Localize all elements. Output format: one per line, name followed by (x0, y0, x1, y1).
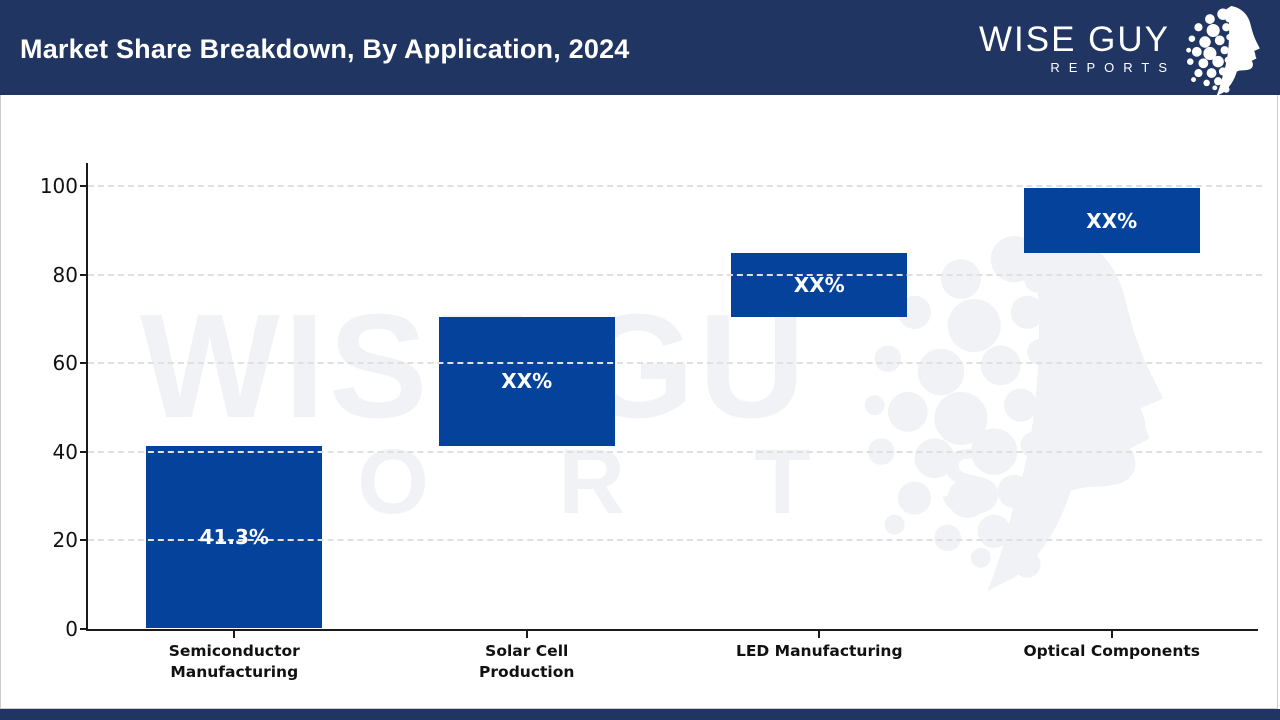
brand-subname: REPORTS (1050, 60, 1176, 75)
gridline-80 (88, 273, 1262, 276)
x-tick-led-manufacturing (818, 630, 821, 638)
bar-value-label-semiconductor-manufacturing: 41.3% (199, 525, 269, 550)
category-label-optical-components: Optical Components (1024, 641, 1201, 662)
bar-semiconductor-manufacturing (146, 445, 323, 629)
y-tick-60 (80, 362, 88, 364)
category-label-line: Semiconductor (168, 642, 300, 660)
y-tick-0 (80, 627, 88, 630)
bar-value-label-optical-components: XX% (1086, 208, 1138, 233)
category-label-led-manufacturing: LED Manufacturing (736, 641, 903, 662)
y-tick-label-80: 80 (52, 262, 78, 287)
y-tick-label-60: 60 (52, 351, 78, 375)
x-tick-solar-cell-production (525, 630, 528, 638)
bar-value-label-led-manufacturing: XX% (793, 273, 845, 298)
y-tick-40 (80, 450, 88, 453)
y-tick-label-0: 0 (65, 616, 78, 641)
bar-value-label-solar-cell-production: XX% (501, 369, 553, 394)
footer-bar (0, 709, 1280, 720)
wise-guy-head-icon (1186, 6, 1260, 96)
gridline-60 (88, 362, 1262, 364)
category-label-line: LED Manufacturing (735, 642, 903, 660)
y-tick-label-20: 20 (52, 528, 78, 552)
category-label-semiconductor-manufacturing: Semiconductor Manufacturing (169, 641, 300, 683)
brand-logo-text: WISE GUY REPORTS (978, 20, 1170, 76)
brand-logo: WISE GUY REPORTS (979, 4, 1270, 96)
gridline-100 (88, 185, 1262, 187)
category-label-line: Solar Cell (485, 642, 569, 660)
x-tick-semiconductor-manufacturing (233, 630, 236, 638)
y-tick-20 (80, 539, 88, 541)
category-label-line: Manufacturing (170, 663, 299, 681)
y-tick-80 (80, 273, 88, 276)
x-tick-optical-components (1110, 630, 1113, 638)
category-label-solar-cell-production: Solar Cell Production (479, 641, 574, 683)
gridline-40 (88, 450, 1262, 453)
y-tick-label-100: 100 (39, 174, 78, 198)
brand-name: WISE GUY (978, 20, 1170, 59)
category-label-line: Optical Components (1023, 642, 1201, 660)
page-title: Market Share Breakdown, By Application, … (20, 34, 630, 64)
x-axis (86, 628, 1258, 631)
y-tick-label-40: 40 (52, 439, 78, 464)
y-axis (86, 163, 88, 631)
y-tick-100 (80, 185, 88, 187)
header-bar: Market Share Breakdown, By Application, … (0, 0, 1280, 96)
bar-solar-cell-production (438, 316, 615, 446)
gridline-20 (88, 539, 1262, 541)
category-label-line: Production (479, 663, 575, 681)
